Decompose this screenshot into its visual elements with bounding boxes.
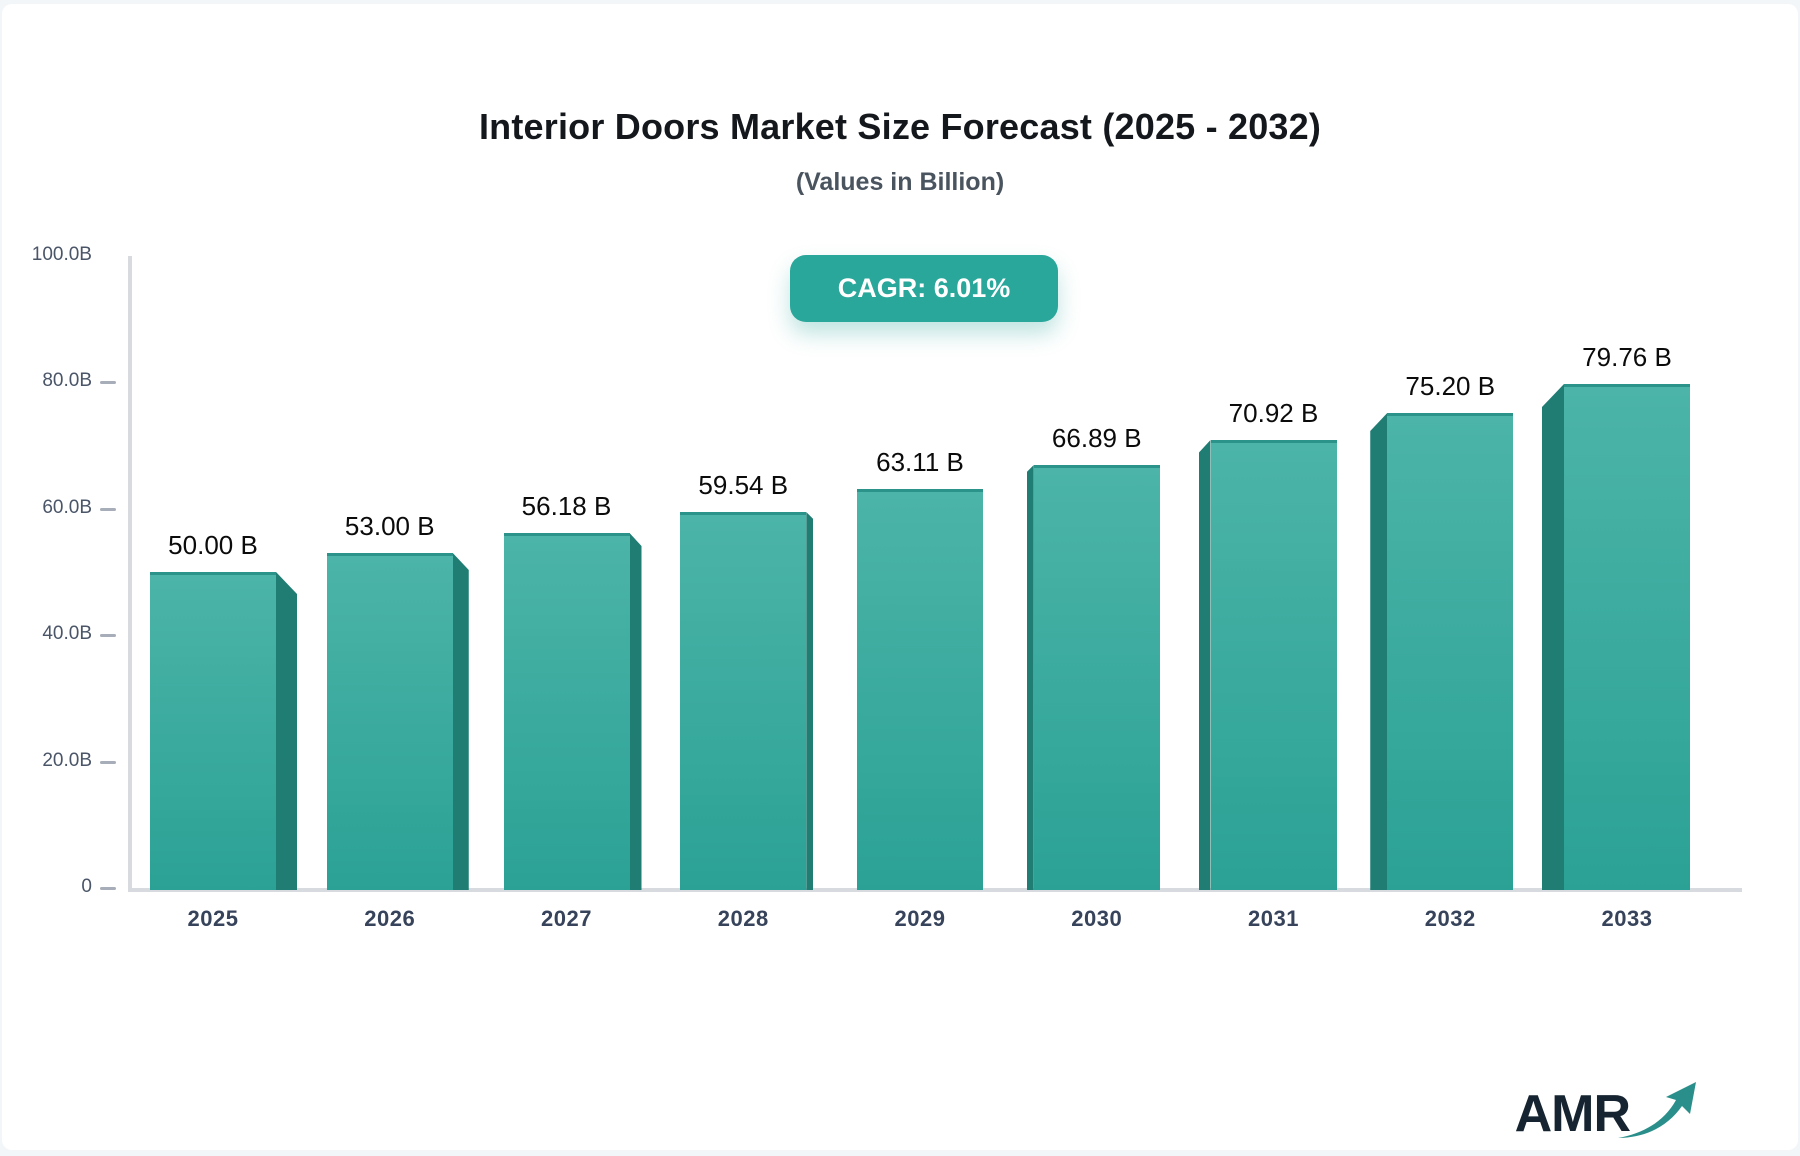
x-axis-line: [128, 888, 1742, 892]
bar-face: [1564, 384, 1690, 890]
x-tick-label: 2029: [894, 906, 946, 931]
bar-face: [326, 553, 453, 890]
bar-side-3d: [1026, 465, 1034, 890]
bar-2033: [1542, 384, 1690, 890]
bar-face: [680, 512, 807, 890]
bar-side-3d: [452, 553, 469, 890]
bar-value-label: 63.11 B: [876, 447, 964, 477]
y-tick-label: 100.0B: [31, 244, 92, 265]
bar-2027: [503, 533, 642, 890]
cagr-badge-label: CAGR: 6.01%: [837, 273, 1011, 303]
chart-title: Interior Doors Market Size Forecast (202…: [478, 106, 1322, 147]
bar-side-3d: [1198, 440, 1211, 890]
amr-logo: AMR: [1514, 1082, 1702, 1143]
bar-2026: [326, 553, 469, 890]
y-axis-line: [128, 256, 132, 892]
y-tick-label: 60.0B: [42, 496, 92, 518]
x-tick-label: 2027: [541, 906, 592, 931]
bar-face: [1033, 465, 1160, 890]
bar-value-label: 50.00 B: [168, 530, 258, 560]
bar-value-label: 70.92 B: [1228, 398, 1319, 428]
x-tick-label: 2031: [1248, 906, 1299, 931]
bar-value-label: 79.76 B: [1582, 342, 1672, 372]
y-tick-dash: [100, 634, 116, 638]
y-tick-dash: [100, 507, 116, 511]
bar-side-3d: [1542, 384, 1564, 890]
y-tick-label: 0: [81, 876, 92, 897]
bar-value-label: 75.20 B: [1405, 371, 1496, 401]
bar-value-label: 59.54 B: [698, 470, 789, 500]
bar-2031: [1198, 440, 1337, 890]
x-tick-label: 2032: [1424, 906, 1476, 931]
bar-2025: [150, 572, 297, 890]
bar-2030: [1026, 465, 1160, 890]
bar-face: [503, 533, 630, 890]
bar-value-label: 66.89 B: [1051, 423, 1142, 453]
bar-side-3d: [806, 512, 814, 890]
bar-2028: [680, 512, 814, 890]
y-tick-label: 40.0B: [42, 623, 92, 645]
bar-side-3d: [276, 572, 297, 890]
bar-side-3d: [1370, 413, 1388, 890]
y-tick-label: 80.0B: [42, 370, 92, 392]
growth-arrow-icon: [1618, 1082, 1696, 1138]
x-tick-label: 2025: [187, 906, 239, 931]
bar-2032: [1370, 413, 1514, 890]
bar-2029: [857, 489, 983, 890]
y-tick-label: 20.0B: [42, 749, 92, 771]
x-tick-label: 2033: [1601, 906, 1653, 931]
chart-subtitle: (Values in Billion): [795, 168, 1005, 196]
bar-face: [1387, 413, 1514, 890]
y-tick-dash: [100, 887, 116, 890]
y-tick-dash: [100, 760, 116, 764]
y-tick-dash: [100, 381, 116, 385]
bar-face: [857, 489, 983, 890]
bar-value-label: 53.00 B: [344, 511, 435, 541]
x-tick-label: 2026: [364, 906, 416, 931]
bar-face: [150, 572, 276, 890]
amr-logo-text: AMR: [1514, 1085, 1631, 1143]
x-tick-label: 2028: [717, 906, 769, 931]
cagr-badge: CAGR: 6.01%: [790, 255, 1058, 322]
bar-side-3d: [629, 533, 642, 890]
bar-face: [1210, 440, 1337, 890]
x-tick-label: 2030: [1071, 906, 1123, 931]
bar-value-label: 56.18 B: [521, 491, 612, 521]
